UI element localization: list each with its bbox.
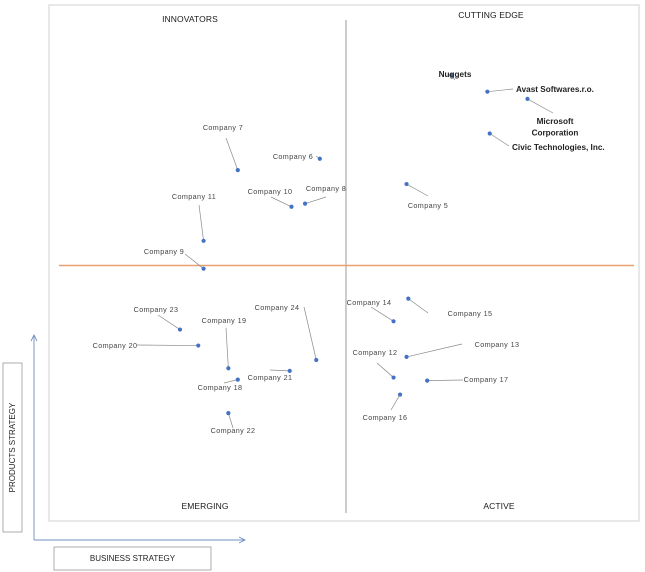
leader-line-company-23 — [157, 314, 181, 330]
leader-line-company-19 — [225, 327, 229, 369]
x-axis-label-box — [53, 546, 212, 571]
leader-line-company-24 — [303, 306, 317, 361]
data-label-company-8: Company 8 — [306, 184, 346, 193]
data-label-company-23: Company 23 — [134, 305, 179, 314]
data-label-company-7: Company 7 — [203, 123, 243, 132]
leader-line-company-21 — [269, 369, 290, 372]
data-label-company-22: Company 22 — [211, 426, 256, 435]
data-point-civic-technologies-inc — [487, 131, 492, 136]
data-label-company-9: Company 9 — [144, 247, 184, 256]
leader-line-company-5 — [406, 183, 429, 197]
data-point-company-5 — [404, 181, 409, 187]
data-point-company-17 — [425, 378, 430, 383]
leader-line-company-15 — [408, 298, 429, 314]
leader-line-company-13 — [406, 343, 463, 358]
data-point-company-12 — [391, 375, 396, 380]
data-point-company-9 — [201, 266, 206, 271]
data-label-avast-softwares-r-o: Avast Softwares.r.o. — [516, 85, 594, 94]
data-label-company-24: Company 24 — [255, 303, 300, 312]
leader-line-company-20 — [136, 344, 199, 346]
y-axis-label-box — [2, 362, 23, 533]
data-label-company-21: Company 21 — [248, 373, 293, 382]
quadrant-label-innovators: INNOVATORS — [162, 14, 218, 24]
leader-line-company-10 — [270, 196, 292, 208]
data-label-company-6: Company 6 — [273, 152, 313, 161]
leader-line-company-12 — [376, 362, 394, 378]
data-label-company-14: Company 14 — [347, 298, 392, 307]
quadrant-label-cutting-edge: CUTTING EDGE — [458, 10, 524, 20]
data-point-company-10 — [289, 204, 294, 209]
leader-line-company-9 — [184, 253, 204, 269]
data-point-company-14 — [391, 319, 396, 324]
leader-line-microsoft-corporation — [527, 98, 554, 114]
leader-line-civic-technologies-inc — [489, 133, 510, 147]
y-axis-label: PRODUCTS STRATEGY — [8, 402, 17, 492]
data-label-company-13: Company 13 — [475, 340, 520, 349]
data-label-company-5: Company 5 — [408, 201, 448, 210]
leader-line-company-8 — [304, 196, 327, 204]
data-label-company-20: Company 20 — [93, 341, 138, 350]
leader-line-company-14 — [370, 306, 394, 322]
data-point-company-24 — [314, 357, 319, 363]
data-point-company-15 — [406, 296, 411, 301]
data-point-company-22 — [226, 411, 231, 416]
leader-line-avast-softwares-r-o — [487, 88, 514, 93]
data-label-company-12: Company 12 — [353, 348, 398, 357]
data-point-company-7 — [235, 168, 240, 173]
data-label-company-11: Company 11 — [172, 192, 216, 201]
leader-line-company-17 — [427, 379, 464, 381]
quadrant-label-emerging: EMERGING — [181, 501, 228, 511]
data-point-avast-softwares-r-o — [485, 89, 490, 94]
data-point-company-19 — [226, 366, 231, 371]
data-point-company-23 — [177, 327, 183, 332]
data-label-company-10: Company 10 — [248, 187, 293, 196]
data-point-nuggets — [449, 73, 454, 78]
x-axis-label: BUSINESS STRATEGY — [90, 554, 176, 563]
data-point-microsoft-corporation — [525, 96, 530, 102]
data-label-company-18: Company 18 — [198, 383, 243, 392]
y-axis-arrow — [30, 333, 38, 540]
data-points — [177, 73, 530, 416]
leader-lines — [136, 74, 554, 429]
data-point-company-21 — [287, 368, 292, 373]
data-label-company-17: Company 17 — [464, 375, 509, 384]
data-point-company-11 — [201, 238, 206, 243]
data-label-company-19: Company 19 — [202, 316, 247, 325]
data-label-civic-technologies-inc: Civic Technologies, Inc. — [512, 143, 605, 152]
quadrant-label-active: ACTIVE — [483, 501, 515, 511]
leader-line-company-11 — [198, 204, 204, 241]
leader-line-company-22 — [228, 413, 234, 429]
data-label-company-16: Company 16 — [363, 413, 408, 422]
data-label-company-15: Company 15 — [448, 309, 493, 318]
data-point-company-16 — [397, 392, 403, 397]
data-point-company-8 — [302, 201, 308, 206]
plot-frame — [48, 4, 640, 522]
leader-line-company-16 — [390, 394, 401, 411]
data-label-nuggets: Nuggets — [439, 70, 472, 79]
data-point-company-6 — [317, 156, 322, 161]
data-labels: Nuggets Avast Softwares.r.o. Microsoft Corp… — [93, 70, 605, 435]
leader-line-company-18 — [223, 379, 238, 384]
data-label-microsoft-corporation: Microsoft Corporation — [532, 117, 579, 138]
data-point-company-20 — [196, 343, 201, 348]
x-axis-arrow — [34, 536, 247, 544]
data-point-company-18 — [235, 377, 240, 382]
leader-line-company-7 — [225, 137, 239, 171]
data-point-company-13 — [404, 354, 409, 360]
